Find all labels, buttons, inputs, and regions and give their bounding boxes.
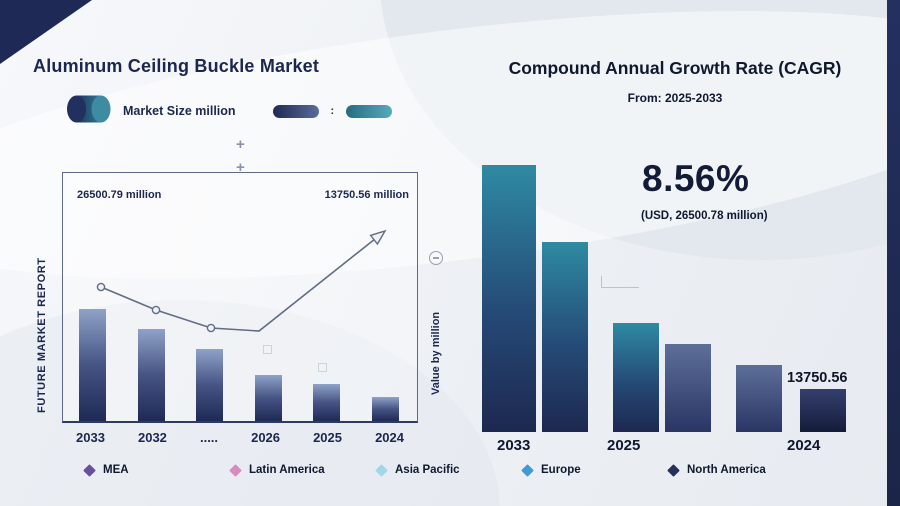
corner-accent-shape <box>0 0 92 64</box>
value-callout: 13750.56 <box>787 370 848 386</box>
cagr-bar <box>736 365 782 432</box>
market-size-legend: Market Size million : <box>66 94 393 129</box>
chart-annotations: 26500.79 million 13750.56 million <box>77 189 409 201</box>
year-label: 2033 <box>76 430 105 445</box>
legend-label: MEA <box>103 464 129 476</box>
decor-square-icon <box>318 363 327 372</box>
year-label: 2025 <box>313 430 342 445</box>
decor-circle-icon <box>429 251 443 265</box>
bar-series <box>79 309 399 421</box>
decor-square-icon <box>263 345 272 354</box>
cylinder-icon <box>66 94 112 129</box>
legend-label: North America <box>687 464 766 476</box>
cagr-title: Compound Annual Growth Rate (CAGR) <box>508 58 842 78</box>
diamond-icon <box>229 463 242 477</box>
page-title: Aluminum Ceiling Buckle Market <box>33 56 320 76</box>
market-bar <box>313 384 341 421</box>
legend-label: Europe <box>541 464 581 476</box>
market-bar <box>137 329 165 421</box>
legend-item-latin-america: Latin America <box>229 463 377 477</box>
market-bar <box>79 309 106 421</box>
end-value-label: 13750.56 million <box>324 189 409 201</box>
legend-label: Market Size million <box>123 104 236 118</box>
cagr-x-labels: 2033 2025 2024 <box>482 437 846 459</box>
cagr-bar <box>482 165 536 432</box>
diamond-icon <box>521 463 534 477</box>
diamond-icon <box>375 463 388 477</box>
decor-pill-navy <box>272 104 319 118</box>
cagr-bar <box>542 242 588 432</box>
bar-group-2033 <box>482 165 588 432</box>
cagr-bar <box>665 344 711 432</box>
year-label: 2024 <box>787 437 821 454</box>
legend-label: Latin America <box>249 464 325 476</box>
year-label: 2033 <box>497 437 531 454</box>
legend-item-north-america: North America <box>667 463 815 477</box>
value-axis-label: Value by million <box>430 311 442 395</box>
diamond-icon <box>667 463 680 477</box>
cagr-bar <box>800 389 846 432</box>
decor-step-line <box>601 276 639 288</box>
year-label: 2025 <box>607 437 641 454</box>
cagr-value: 8.56% <box>642 158 750 199</box>
market-bar <box>254 375 282 421</box>
year-label: 2026 <box>251 430 281 445</box>
plus-mark-icon: + <box>236 159 245 176</box>
diamond-icon <box>83 463 96 477</box>
decor-pill-teal <box>346 104 393 118</box>
year-label: 2032 <box>137 430 167 445</box>
x-axis-labels: 2033 2032..... 2026 2025 2024 <box>62 430 418 445</box>
legend-item-asia-pacific: Asia Pacific <box>375 463 523 477</box>
bar-group-2025 <box>613 323 711 432</box>
year-label: 2024 <box>375 430 404 445</box>
legend-label: Asia Pacific <box>395 464 460 476</box>
legend-item-mea: MEA <box>83 463 231 477</box>
start-value-label: 26500.79 million <box>77 189 162 201</box>
bar-group-2024 <box>736 365 846 432</box>
legend-item-europe: Europe <box>521 463 669 477</box>
cagr-bar <box>613 323 659 432</box>
market-size-chart: 26500.79 million 13750.56 million <box>62 172 418 423</box>
year-label: ..... <box>199 430 219 445</box>
market-bar <box>196 349 224 421</box>
pill-separator: : <box>330 105 335 117</box>
region-legend: MEA Latin America Asia Pacific Europe North … <box>83 463 815 477</box>
cagr-period: From: 2025-2033 <box>627 91 723 105</box>
cagr-note: (USD, 26500.78 million) <box>641 210 768 222</box>
right-edge-bar <box>887 0 900 506</box>
market-bar <box>371 397 399 421</box>
plus-mark-icon: + <box>236 136 245 153</box>
cagr-chart <box>482 160 846 432</box>
future-market-report-label: FUTURE MARKET REPORT <box>36 257 48 413</box>
